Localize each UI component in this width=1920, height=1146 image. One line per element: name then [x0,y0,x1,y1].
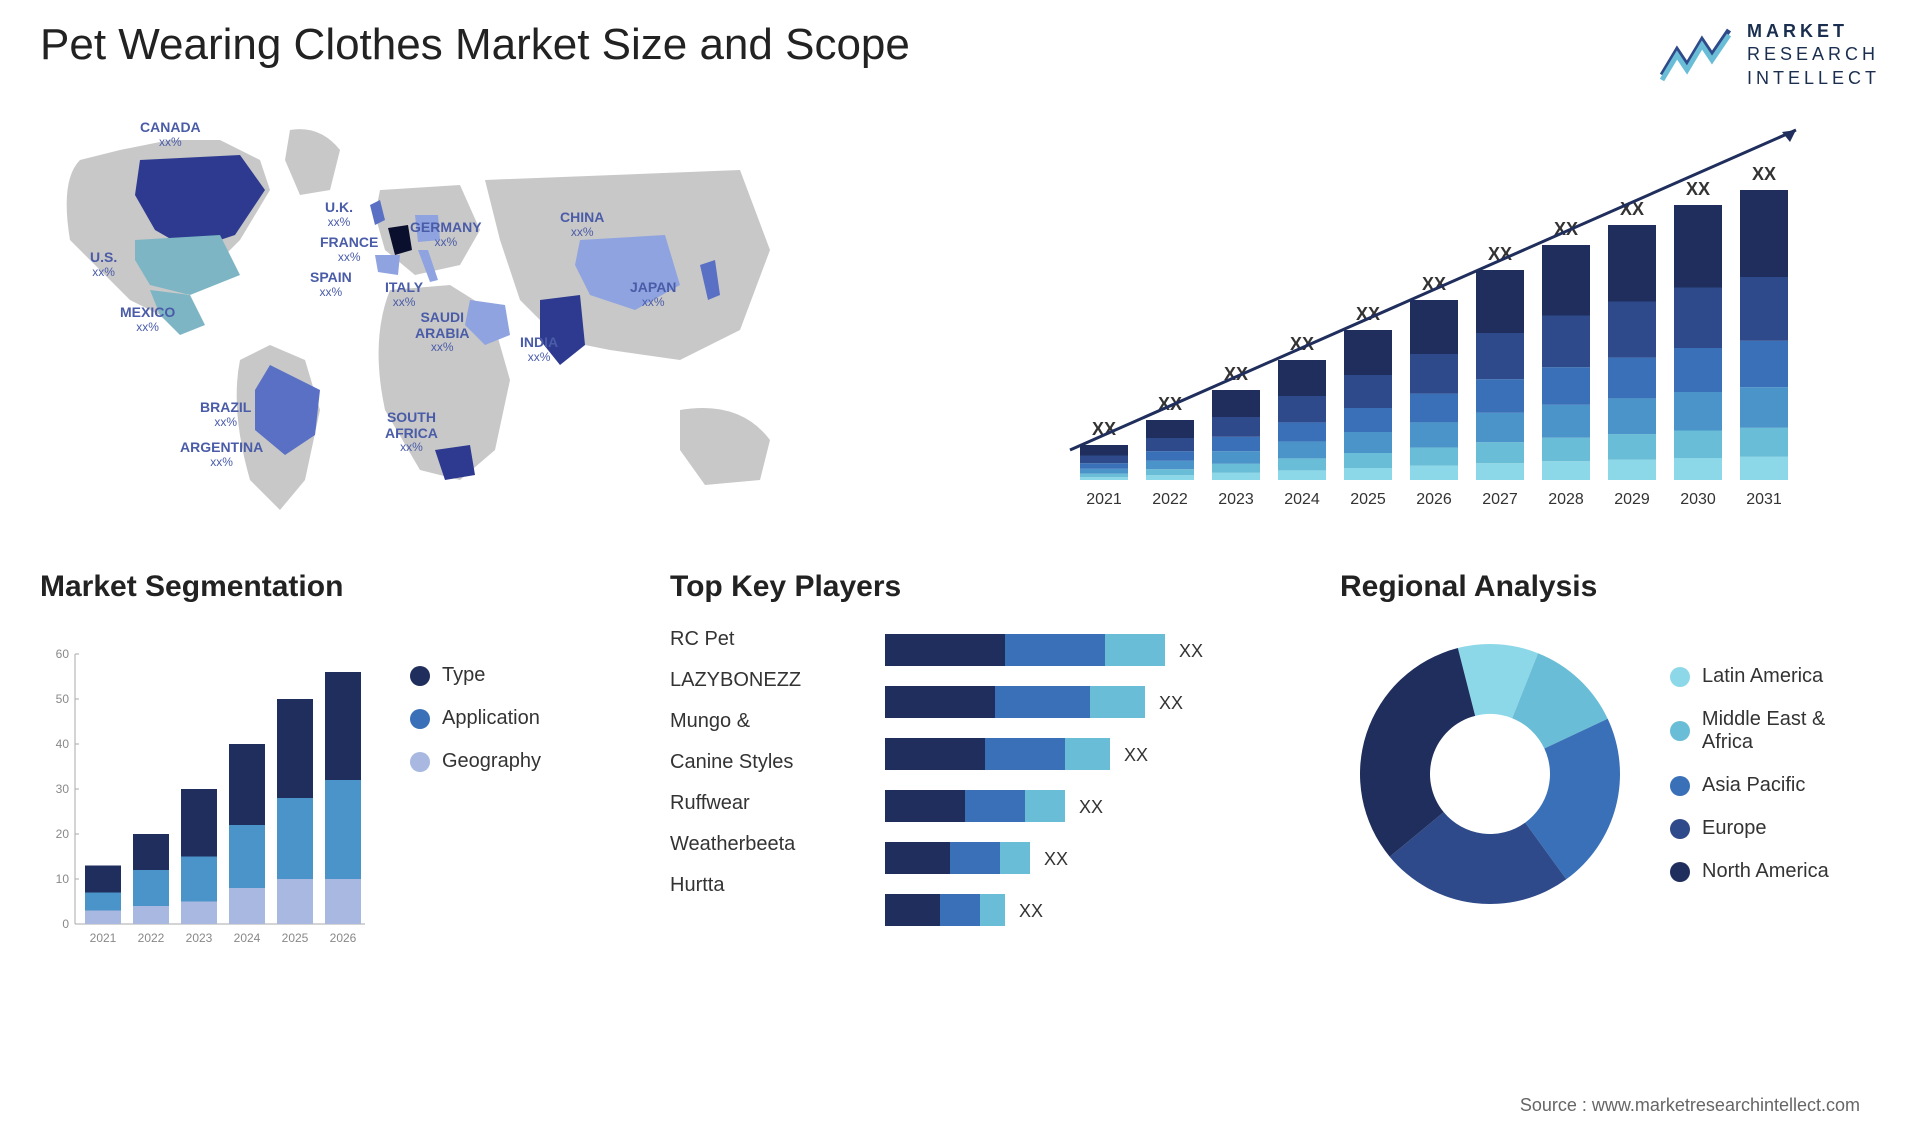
logo-line3: INTELLECT [1747,67,1880,90]
players-list: RC Pet LAZYBONEZZ Mungo & Canine Styles Ruff… [670,624,850,964]
svg-text:10: 10 [56,872,70,886]
svg-text:2023: 2023 [186,931,213,945]
map-label: SAUDIARABIAxx% [415,310,469,354]
segmentation-legend: Type Application Geography [410,624,541,964]
world-map: CANADAxx% U.S.xx%MEXICOxx% BRAZILxx% ARGENT… [40,100,980,530]
logo-line2: RESEARCH [1747,43,1880,66]
svg-text:XX: XX [1124,745,1148,765]
map-label: ITALYxx% [385,280,423,309]
svg-text:2022: 2022 [138,931,165,945]
legend-item: Type [410,664,541,687]
svg-text:XX: XX [1019,901,1043,921]
player-name: Mungo & [670,710,850,733]
segmentation-chart: 0 10 20 30 40 50 60 2021 2022 2023 2024 2025 2026 [40,624,380,964]
map-label: SPAINxx% [310,270,352,299]
svg-text:2030: 2030 [1680,491,1716,508]
svg-text:50: 50 [56,692,70,706]
segmentation-title: Market Segmentation [40,570,620,604]
player-name: Ruffwear [670,792,850,815]
svg-text:2029: 2029 [1614,491,1650,508]
svg-text:2024: 2024 [1284,491,1320,508]
map-label: JAPANxx% [630,280,676,309]
svg-text:XX: XX [1179,641,1203,661]
svg-text:2025: 2025 [282,931,309,945]
legend-item: Latin America [1670,665,1880,688]
svg-text:XX: XX [1044,849,1068,869]
player-name: RC Pet [670,628,850,651]
svg-text:2021: 2021 [1086,491,1122,508]
map-label: INDIAxx% [520,335,558,364]
regional-legend: Latin America Middle East & Africa Asia Pa… [1670,665,1880,883]
map-label: FRANCExx% [320,235,378,264]
player-name: Canine Styles [670,751,850,774]
map-label: SOUTHAFRICAxx% [385,410,438,454]
page-title: Pet Wearing Clothes Market Size and Scop… [40,20,910,70]
growth-chart: XX2021XX2022XX2023XX2024XX2025XX2026XX20… [1020,100,1880,530]
svg-text:2027: 2027 [1482,491,1518,508]
legend-item: North America [1670,860,1880,883]
svg-text:40: 40 [56,737,70,751]
regional-donut [1340,624,1640,924]
logo-line1: MARKET [1747,20,1880,43]
players-chart: XX XX XX XX XX XX [880,624,1290,964]
svg-text:2031: 2031 [1746,491,1782,508]
legend-item: Middle East & Africa [1670,708,1880,754]
map-label: CHINAxx% [560,210,604,239]
legend-item: Europe [1670,817,1880,840]
player-name: Weatherbeeta [670,833,850,856]
svg-text:2021: 2021 [90,931,117,945]
logo-icon [1657,25,1737,85]
players-title: Top Key Players [670,570,1290,604]
players-panel: Top Key Players RC Pet LAZYBONEZZ Mungo & C… [670,570,1290,1010]
map-label: ARGENTINAxx% [180,440,263,469]
svg-text:XX: XX [1752,164,1776,184]
map-label: U.S.xx% [90,250,117,279]
player-name: Hurtta [670,874,850,897]
svg-text:2022: 2022 [1152,491,1188,508]
regional-panel: Regional Analysis Latin America Middle Ea… [1340,570,1880,1010]
svg-text:30: 30 [56,782,70,796]
svg-text:2026: 2026 [1416,491,1452,508]
logo: MARKET RESEARCH INTELLECT [1657,20,1880,90]
svg-text:XX: XX [1159,693,1183,713]
svg-text:XX: XX [1686,179,1710,199]
svg-text:2023: 2023 [1218,491,1254,508]
player-name: LAZYBONEZZ [670,669,850,692]
svg-text:60: 60 [56,647,70,661]
legend-item: Asia Pacific [1670,774,1880,797]
regional-title: Regional Analysis [1340,570,1880,604]
source-text: Source : www.marketresearchintellect.com [1520,1095,1860,1116]
map-label: BRAZILxx% [200,400,251,429]
map-label: CANADAxx% [140,120,201,149]
svg-text:20: 20 [56,827,70,841]
legend-item: Geography [410,750,541,773]
svg-text:2024: 2024 [234,931,261,945]
map-label: U.K.xx% [325,200,353,229]
map-label: GERMANYxx% [410,220,482,249]
svg-text:2028: 2028 [1548,491,1584,508]
svg-text:XX: XX [1079,797,1103,817]
svg-text:2025: 2025 [1350,491,1386,508]
segmentation-panel: Market Segmentation 0 10 20 30 40 50 60 2021 202… [40,570,620,1010]
svg-text:2026: 2026 [330,931,357,945]
legend-item: Application [410,707,541,730]
svg-text:0: 0 [62,917,69,931]
map-label: MEXICOxx% [120,305,175,334]
